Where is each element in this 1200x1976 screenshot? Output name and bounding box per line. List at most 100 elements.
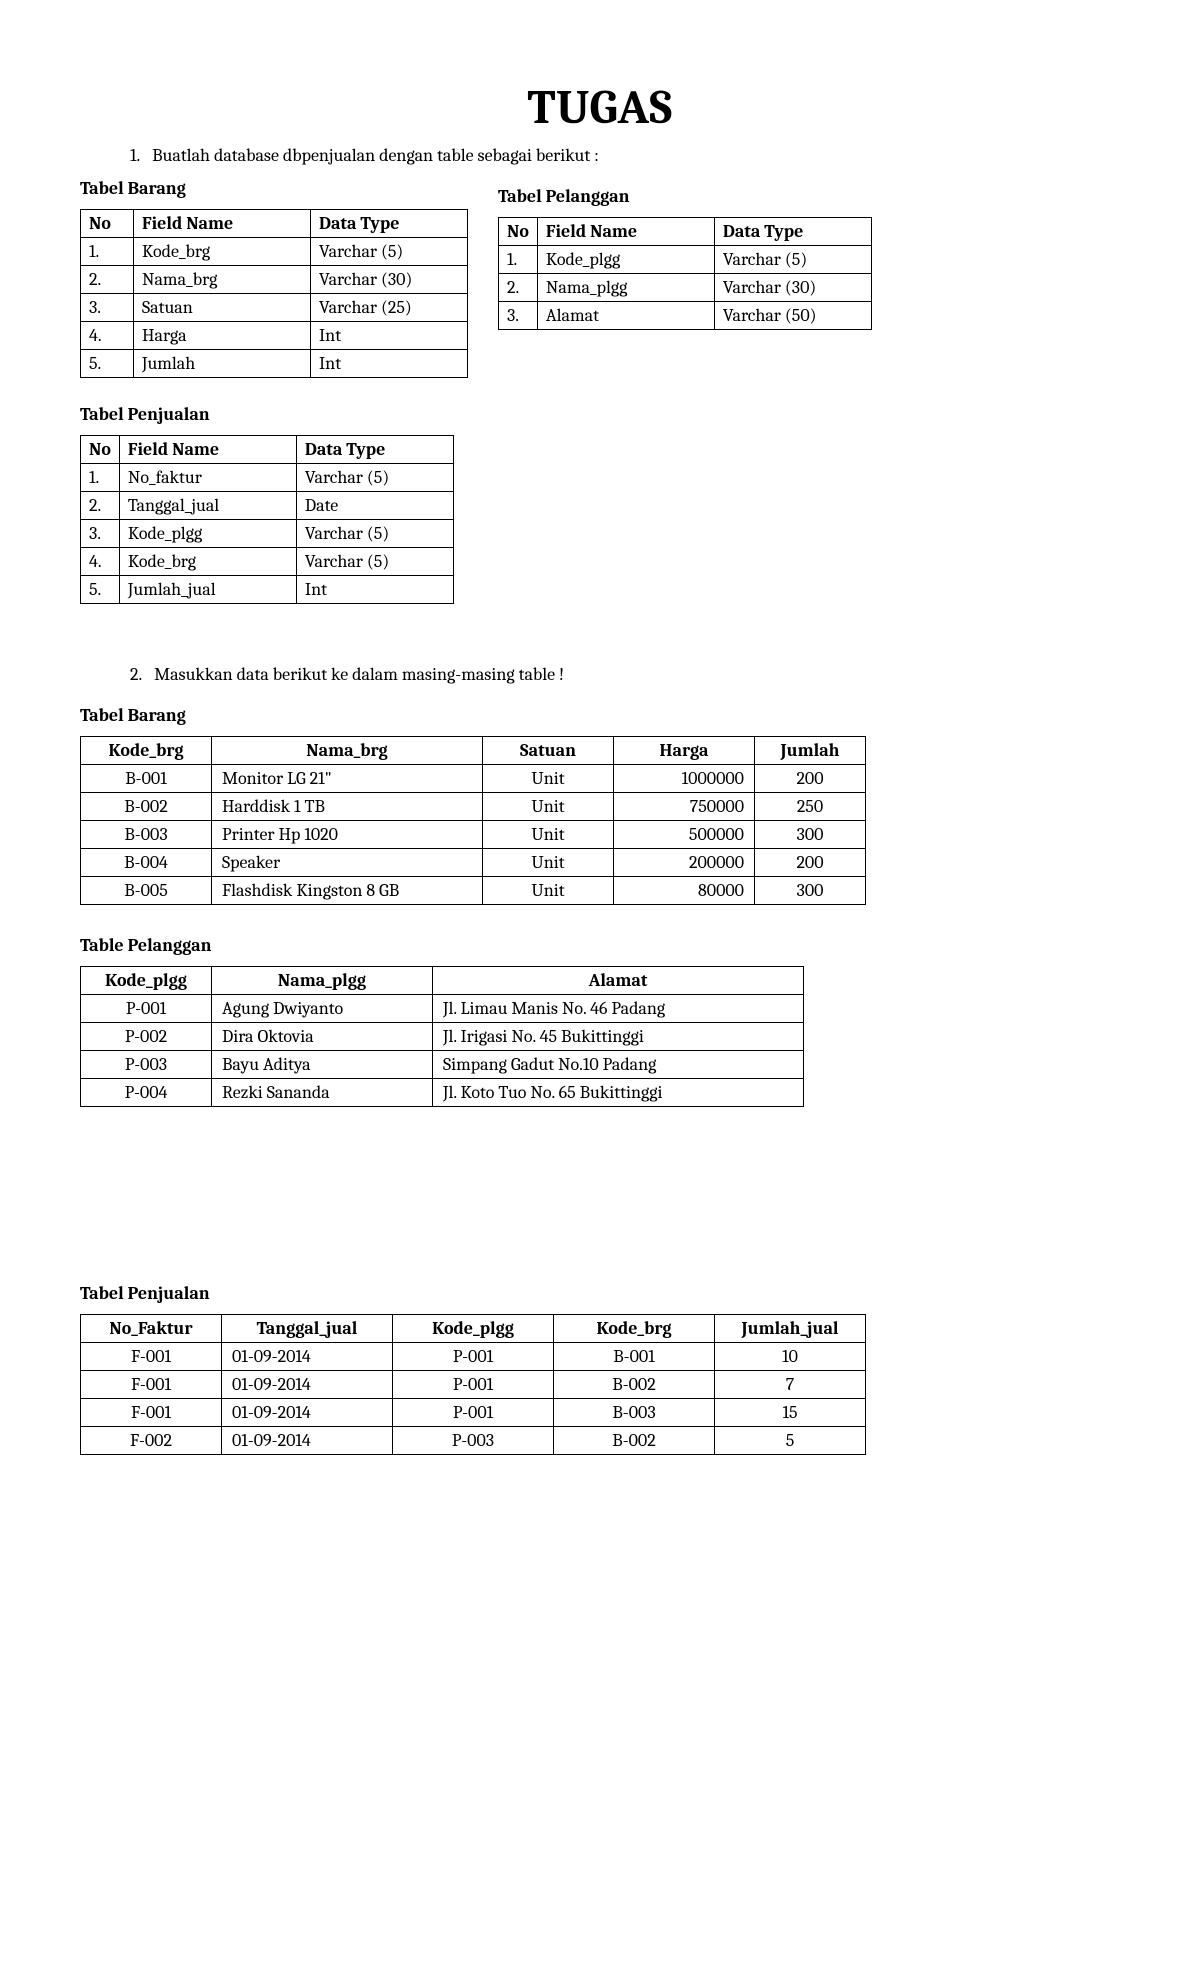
cell: P-001 <box>393 1343 554 1371</box>
cell: B-002 <box>81 793 212 821</box>
cell: Printer Hp 1020 <box>212 821 483 849</box>
cell-type: Varchar (5) <box>296 520 453 548</box>
cell: F-001 <box>81 1399 222 1427</box>
instruction-2: 2. Masukkan data berikut ke dalam masing… <box>130 664 1120 685</box>
cell: Unit <box>483 849 614 877</box>
cell-field: Kode_plgg <box>537 246 714 274</box>
cell-type: Varchar (30) <box>311 266 468 294</box>
data-pelanggan-table: Kode_plggNama_plggAlamat P-001Agung Dwiy… <box>80 966 804 1107</box>
data-barang-table: Kode_brgNama_brgSatuanHargaJumlah B-001M… <box>80 736 866 905</box>
table-row: 1.No_fakturVarchar (5) <box>81 464 454 492</box>
cell-type: Int <box>311 322 468 350</box>
cell: F-001 <box>81 1343 222 1371</box>
instruction-2-text: Masukkan data berikut ke dalam masing-ma… <box>154 664 564 685</box>
cell: Unit <box>483 793 614 821</box>
cell-no: 3. <box>81 520 120 548</box>
col-no: No <box>499 218 538 246</box>
cell: Bayu Aditya <box>212 1051 433 1079</box>
cell: 300 <box>755 877 866 905</box>
table-row: 3.Kode_plggVarchar (5) <box>81 520 454 548</box>
cell: 1000000 <box>614 765 755 793</box>
cell-no: 2. <box>499 274 538 302</box>
table-row: B-005Flashdisk Kingston 8 GBUnit80000300 <box>81 877 866 905</box>
table-row: F-00101-09-2014P-001B-0027 <box>81 1371 866 1399</box>
cell-no: 1. <box>81 464 120 492</box>
table-row: 2.Tanggal_jualDate <box>81 492 454 520</box>
cell-field: Kode_brg <box>119 548 296 576</box>
cell: Monitor LG 21" <box>212 765 483 793</box>
data-pelanggan-title: Table Pelanggan <box>80 935 1120 956</box>
cell: 01-09-2014 <box>222 1371 393 1399</box>
cell-type: Varchar (5) <box>714 246 871 274</box>
cell-no: 1. <box>499 246 538 274</box>
col-type: Data Type <box>296 436 453 464</box>
instruction-1: 1. Buatlah database dbpenjualan dengan t… <box>130 145 1120 166</box>
col-header: Kode_brg <box>554 1315 715 1343</box>
cell-type: Varchar (30) <box>714 274 871 302</box>
table-row: 4.Kode_brgVarchar (5) <box>81 548 454 576</box>
cell-type: Int <box>311 350 468 378</box>
cell: 01-09-2014 <box>222 1427 393 1455</box>
table-row: F-00201-09-2014P-003B-0025 <box>81 1427 866 1455</box>
cell: B-001 <box>554 1343 715 1371</box>
cell: P-003 <box>81 1051 212 1079</box>
col-header: Jumlah <box>755 737 866 765</box>
cell-field: Jumlah_jual <box>119 576 296 604</box>
cell: B-002 <box>554 1427 715 1455</box>
cell: 250 <box>755 793 866 821</box>
cell: Agung Dwiyanto <box>212 995 433 1023</box>
cell: P-001 <box>393 1371 554 1399</box>
cell-type: Varchar (50) <box>714 302 871 330</box>
cell: Harddisk 1 TB <box>212 793 483 821</box>
cell: B-002 <box>554 1371 715 1399</box>
cell-type: Varchar (5) <box>296 548 453 576</box>
page-title: TUGAS <box>80 80 1120 135</box>
table-row: B-001Monitor LG 21"Unit1000000200 <box>81 765 866 793</box>
cell-field: Nama_brg <box>134 266 311 294</box>
col-header: Kode_brg <box>81 737 212 765</box>
col-field: Field Name <box>537 218 714 246</box>
cell: Jl. Koto Tuo No. 65 Bukittinggi <box>433 1079 804 1107</box>
cell-field: No_faktur <box>119 464 296 492</box>
cell: Dira Oktovia <box>212 1023 433 1051</box>
table-row: 2.Nama_plggVarchar (30) <box>499 274 872 302</box>
cell: 750000 <box>614 793 755 821</box>
cell-field: Kode_plgg <box>119 520 296 548</box>
data-barang-title: Tabel Barang <box>80 705 1120 726</box>
cell: Speaker <box>212 849 483 877</box>
cell-type: Date <box>296 492 453 520</box>
cell: P-003 <box>393 1427 554 1455</box>
cell-field: Satuan <box>134 294 311 322</box>
cell-field: Tanggal_jual <box>119 492 296 520</box>
table-row: F-00101-09-2014P-001B-00315 <box>81 1399 866 1427</box>
cell: P-004 <box>81 1079 212 1107</box>
instruction-2-num: 2. <box>130 664 142 685</box>
table-row: P-004Rezki SanandaJl. Koto Tuo No. 65 Bu… <box>81 1079 804 1107</box>
cell: 200 <box>755 849 866 877</box>
cell: Rezki Sananda <box>212 1079 433 1107</box>
table-row: P-003Bayu AdityaSimpang Gadut No.10 Pada… <box>81 1051 804 1079</box>
cell-no: 4. <box>81 548 120 576</box>
col-field: Field Name <box>134 210 311 238</box>
cell: F-002 <box>81 1427 222 1455</box>
cell-no: 3. <box>81 294 134 322</box>
table-row: 1.Kode_brgVarchar (5) <box>81 238 468 266</box>
cell: B-003 <box>81 821 212 849</box>
col-no: No <box>81 436 120 464</box>
cell-type: Int <box>296 576 453 604</box>
cell: 10 <box>715 1343 866 1371</box>
cell: Jl. Irigasi No. 45 Bukittinggi <box>433 1023 804 1051</box>
cell-type: Varchar (5) <box>296 464 453 492</box>
cell-no: 2. <box>81 492 120 520</box>
col-header: Nama_plgg <box>212 967 433 995</box>
cell-field: Nama_plgg <box>537 274 714 302</box>
cell: 80000 <box>614 877 755 905</box>
table-row: 3.AlamatVarchar (50) <box>499 302 872 330</box>
col-header: Nama_brg <box>212 737 483 765</box>
cell-field: Jumlah <box>134 350 311 378</box>
col-type: Data Type <box>714 218 871 246</box>
cell: 7 <box>715 1371 866 1399</box>
col-header: No_Faktur <box>81 1315 222 1343</box>
table-row: 3.SatuanVarchar (25) <box>81 294 468 322</box>
tabel-barang-title: Tabel Barang <box>80 178 468 199</box>
